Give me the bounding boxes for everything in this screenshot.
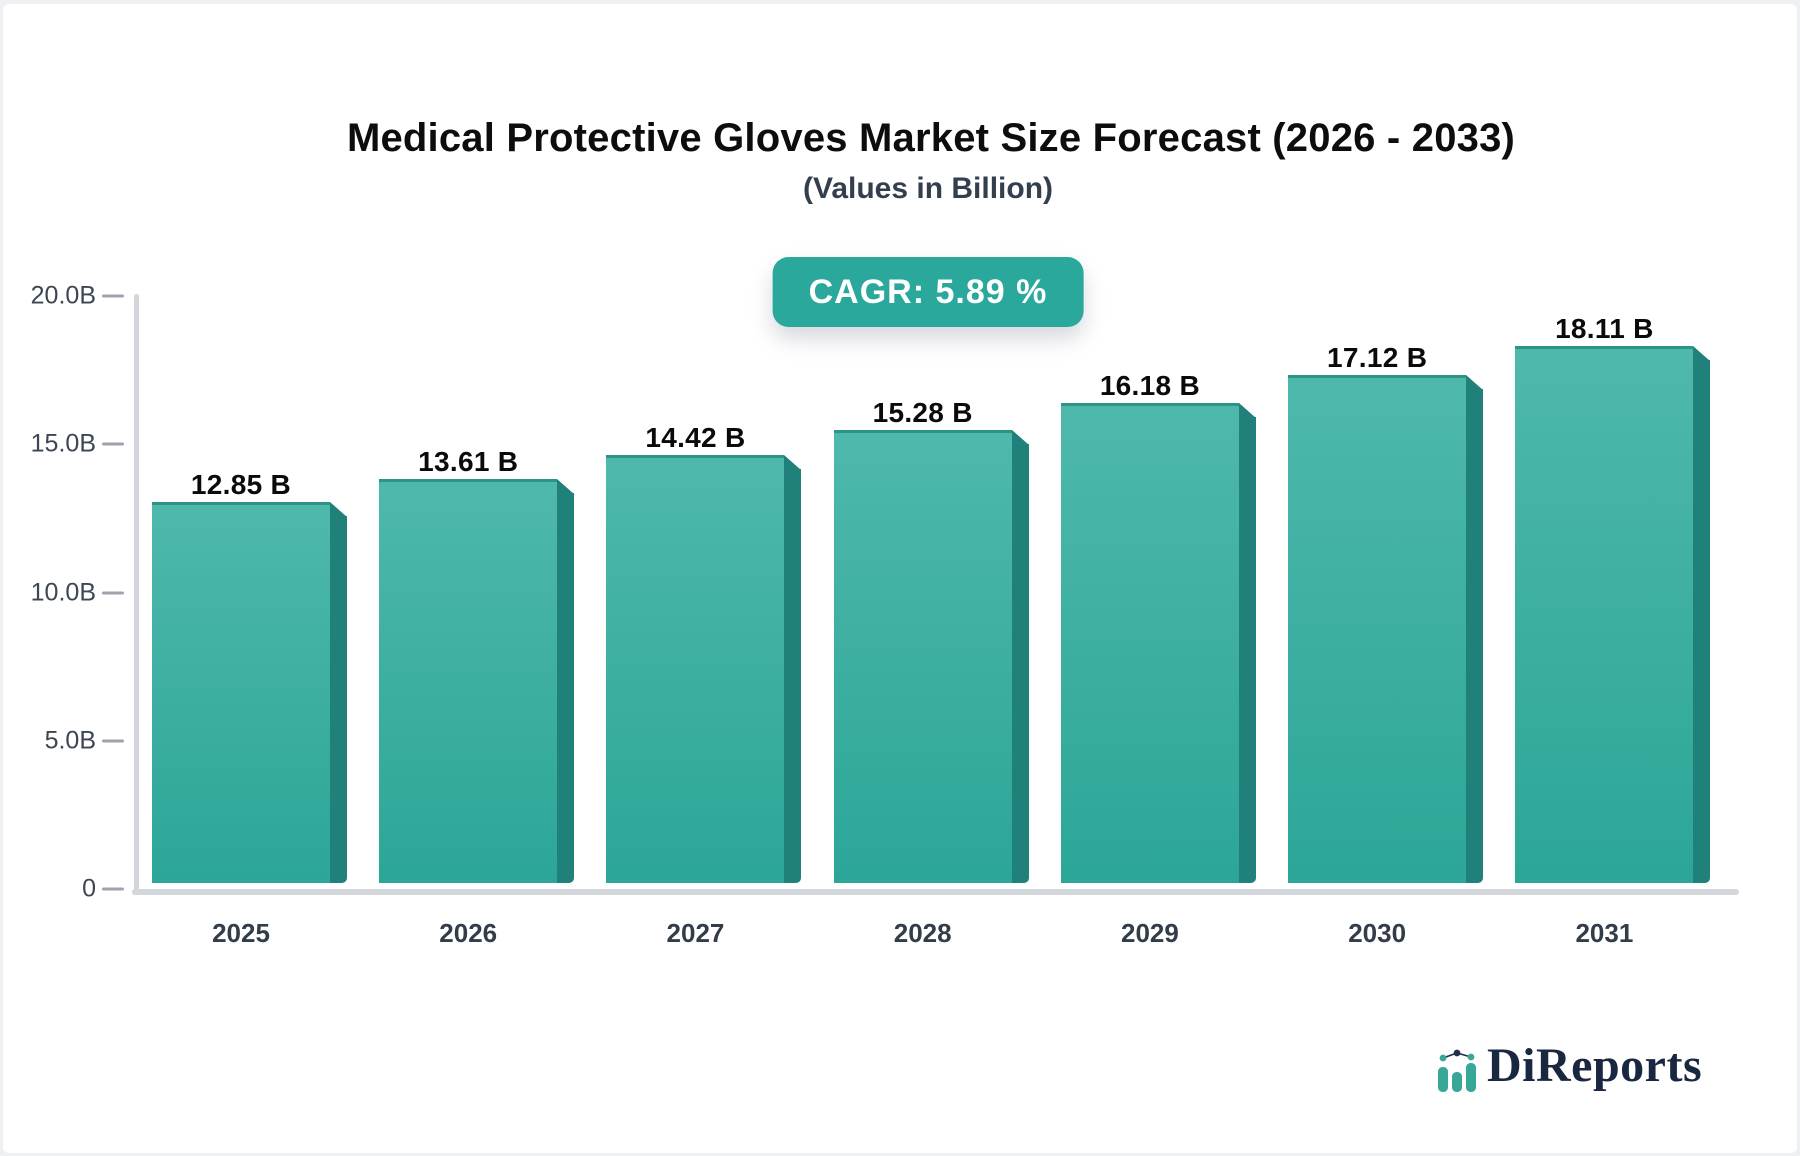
x-category-label: 2029 xyxy=(1120,918,1179,948)
bar-value-label: 14.42 B xyxy=(645,422,746,454)
bar-face[interactable] xyxy=(833,429,1012,883)
bar-side-3d xyxy=(1693,346,1711,883)
x-category-label: 2028 xyxy=(893,918,952,948)
x-category-label: 2027 xyxy=(666,918,725,948)
bar-group[interactable] xyxy=(833,429,1029,883)
bar-side-body xyxy=(1238,417,1256,883)
bar-face[interactable] xyxy=(1515,346,1694,883)
y-axis-line xyxy=(134,294,139,892)
bar-side-chamfer xyxy=(330,502,347,517)
bar-side-chamfer xyxy=(1693,346,1711,362)
bar-side-chamfer xyxy=(1466,375,1484,391)
bar-group[interactable] xyxy=(379,479,575,883)
bar-group[interactable] xyxy=(1288,375,1484,883)
bar-group[interactable] xyxy=(152,502,347,883)
bar-side-body xyxy=(330,516,347,883)
y-tick-mark xyxy=(102,739,124,743)
bar-value-label: 16.18 B xyxy=(1099,370,1200,402)
bar-value-label: 17.12 B xyxy=(1327,342,1428,374)
y-tick-mark xyxy=(102,294,124,298)
x-category-label: 2026 xyxy=(439,918,498,948)
bar-side-3d xyxy=(330,502,347,883)
bar-side-chamfer xyxy=(784,455,802,471)
bar-face[interactable] xyxy=(152,502,330,883)
bar-side-3d xyxy=(557,479,575,883)
x-category-label: 2025 xyxy=(212,918,270,948)
bar-side-body xyxy=(1466,389,1484,883)
y-tick-label: 5.0B xyxy=(44,726,96,755)
plot-area: 0 5.0B 10.0B 15.0B 20.0B 12.85 B 2025 13… xyxy=(3,4,1797,1153)
x-axis-line xyxy=(132,889,1739,895)
bar-face[interactable] xyxy=(1288,375,1467,883)
y-tick-mark xyxy=(102,442,124,446)
cagr-badge: CAGR: 5.89 % xyxy=(772,257,1084,327)
bar-value-label: 18.11 B xyxy=(1555,313,1654,345)
bar-side-3d xyxy=(784,455,802,883)
bar-side-body xyxy=(784,469,802,883)
bar-group[interactable] xyxy=(1060,403,1256,883)
bar-group[interactable] xyxy=(606,455,802,883)
x-category-label: 2030 xyxy=(1348,918,1407,948)
bar-side-chamfer xyxy=(1011,429,1029,445)
bar-side-chamfer xyxy=(1238,403,1256,419)
bar-group[interactable] xyxy=(1515,346,1711,883)
brand-logo: DiReports xyxy=(1435,1042,1702,1094)
bar-side-3d xyxy=(1238,403,1256,883)
bar-side-3d xyxy=(1011,429,1029,883)
bar-side-3d xyxy=(1466,375,1484,883)
x-category-label: 2031 xyxy=(1575,918,1634,948)
bar-side-chamfer xyxy=(557,479,575,495)
bar-side-body xyxy=(1693,360,1711,883)
bar-face[interactable] xyxy=(379,479,558,883)
y-tick-label: 10.0B xyxy=(30,578,96,606)
chart-subtitle: (Values in Billion) xyxy=(802,172,1054,205)
bar-value-label: 13.61 B xyxy=(418,446,519,478)
bar-chart-logo-icon xyxy=(1438,1049,1476,1092)
chart-card: Medical Protective Gloves Market Size Fo… xyxy=(3,4,1797,1153)
bar-side-body xyxy=(1011,443,1029,883)
y-tick-label: 15.0B xyxy=(30,429,96,458)
bar-face[interactable] xyxy=(1060,403,1239,883)
brand-name: DiReports xyxy=(1487,1039,1703,1092)
bar-value-label: 15.28 B xyxy=(872,396,973,428)
bar-face[interactable] xyxy=(606,455,785,883)
y-tick-mark xyxy=(102,591,124,594)
bar-side-body xyxy=(557,493,575,883)
chart-title: Medical Protective Gloves Market Size Fo… xyxy=(346,116,1516,160)
y-tick-mark xyxy=(102,887,124,891)
y-tick-label: 0 xyxy=(82,874,96,903)
bar-value-label: 12.85 B xyxy=(190,468,292,500)
y-tick-label: 20.0B xyxy=(30,281,96,310)
